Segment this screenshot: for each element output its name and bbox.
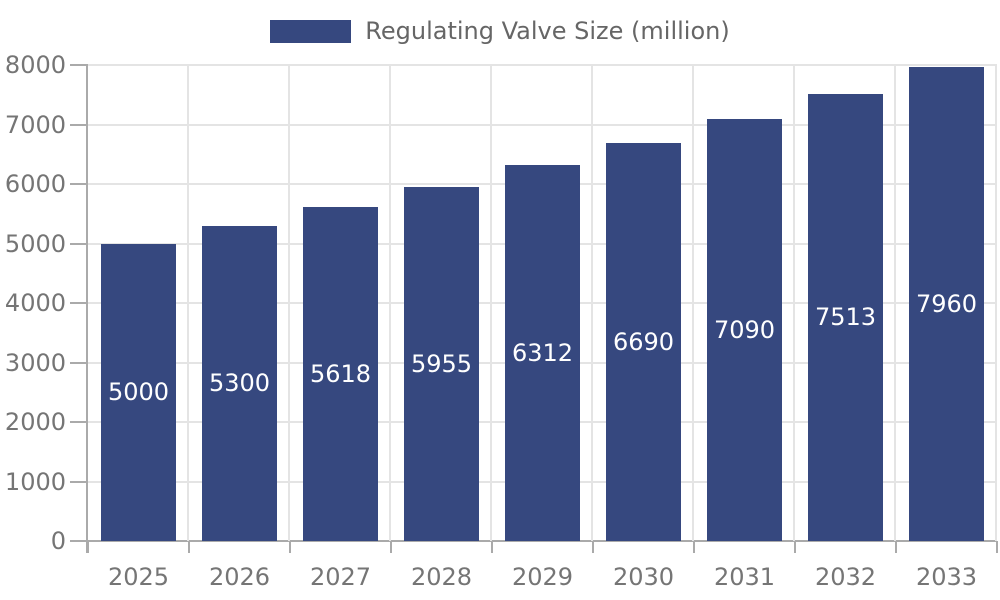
plot-area: 5000 5300 5618 5955 6312 6690 7090 7513 7960: [88, 64, 997, 541]
y-axis-tick: [70, 480, 88, 483]
bar[interactable]: 7090: [707, 119, 782, 541]
v-gridline: [591, 65, 593, 541]
x-axis-tick-label: 2033: [915, 563, 978, 591]
v-gridline: [389, 65, 391, 541]
v-gridline: [995, 65, 997, 541]
bar[interactable]: 5300: [202, 225, 277, 541]
y-axis-tick: [70, 242, 88, 245]
bar-value-label: 6312: [511, 339, 574, 368]
bar-value-label: 7960: [915, 290, 978, 319]
bar-value-label: 5000: [107, 378, 170, 407]
y-axis-tick: [70, 183, 88, 185]
bar-value-label: 5955: [410, 349, 473, 378]
y-axis-tick-label: 2000: [4, 408, 66, 436]
y-axis-tick: [70, 64, 88, 66]
x-axis-line: [70, 540, 997, 542]
legend-swatch[interactable]: [270, 19, 352, 43]
v-gridline: [490, 65, 492, 541]
x-axis-tick: [390, 541, 392, 553]
bar[interactable]: 7960: [909, 67, 984, 541]
x-axis-tick-label: 2028: [410, 563, 473, 591]
bar-value-label: 5300: [208, 369, 271, 398]
y-axis-tick-label: 1000: [4, 467, 66, 496]
x-axis-tick: [794, 541, 796, 553]
bar[interactable]: 6690: [606, 142, 681, 541]
bar-value-label: 6690: [612, 327, 675, 356]
bar[interactable]: 5000: [101, 243, 176, 541]
x-axis-tick-label: 2030: [612, 563, 675, 591]
y-axis-line: [86, 65, 88, 553]
bar[interactable]: 5955: [404, 186, 479, 541]
bar[interactable]: 7513: [808, 93, 883, 541]
v-gridline: [187, 65, 189, 541]
x-axis-tick: [87, 541, 89, 553]
x-axis-tick-label: 2026: [208, 563, 271, 591]
y-axis-tick-label: 7000: [4, 110, 66, 139]
y-axis-tick: [70, 540, 88, 542]
y-axis-tick-label: 5000: [4, 229, 66, 258]
x-axis-tick-label: 2029: [511, 563, 574, 591]
x-axis-tick: [693, 541, 695, 553]
y-axis-tick-label: 3000: [4, 348, 66, 377]
x-axis-tick: [996, 541, 998, 553]
y-axis-tick-label: 6000: [4, 170, 66, 198]
bar-value-label: 7513: [814, 303, 877, 332]
bar-value-label: 5618: [309, 359, 372, 388]
y-axis-tick-label: 0: [50, 527, 66, 555]
v-gridline: [288, 65, 290, 541]
legend-label[interactable]: Regulating Valve Size (million): [365, 17, 730, 45]
legend: Regulating Valve Size (million): [0, 16, 1000, 46]
y-axis-tick: [70, 421, 88, 423]
x-axis-tick-label: 2027: [309, 563, 372, 591]
bar-value-label: 7090: [713, 316, 776, 345]
x-axis-tick: [491, 541, 493, 553]
v-gridline: [894, 65, 896, 541]
v-gridline: [793, 65, 795, 541]
x-axis-tick-label: 2025: [107, 563, 170, 591]
y-axis-tick: [70, 302, 88, 304]
y-axis-tick-label: 8000: [4, 51, 66, 79]
x-axis-tick: [592, 541, 594, 553]
y-axis-tick: [70, 123, 88, 126]
x-axis-tick: [895, 541, 897, 553]
y-axis-tick: [70, 361, 88, 364]
x-axis-tick-label: 2032: [814, 563, 877, 591]
bar[interactable]: 6312: [505, 165, 580, 541]
x-axis-tick: [289, 541, 291, 553]
x-axis-tick-label: 2031: [713, 563, 776, 591]
x-axis-tick: [188, 541, 190, 553]
h-gridline: [88, 64, 997, 66]
y-axis-tick-label: 4000: [4, 289, 66, 317]
v-gridline: [692, 65, 694, 541]
h-gridline: [88, 123, 997, 126]
bar[interactable]: 5618: [303, 206, 378, 541]
